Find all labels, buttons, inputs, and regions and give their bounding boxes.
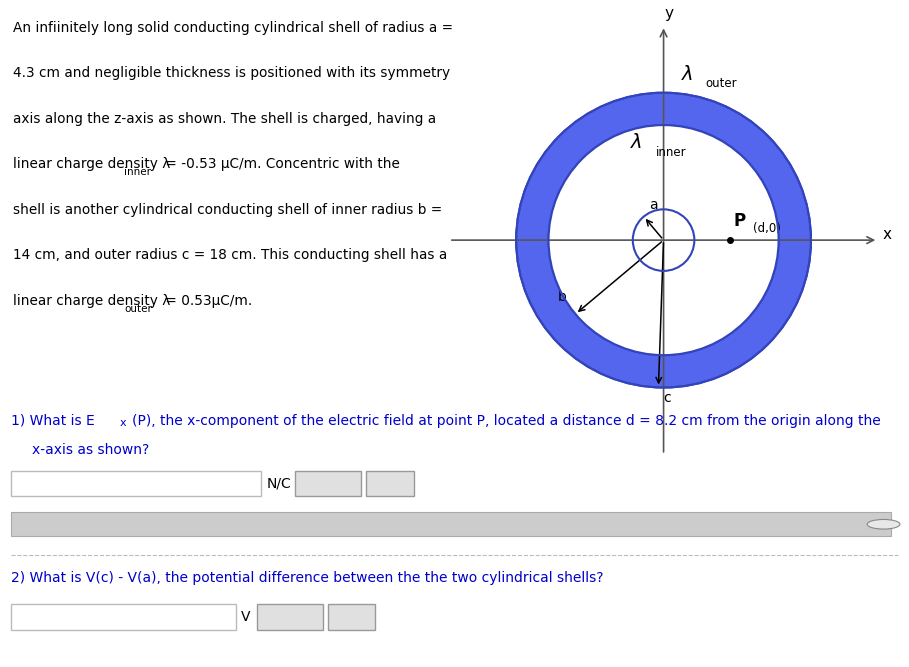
Text: +: + bbox=[878, 518, 889, 530]
Text: Submit: Submit bbox=[268, 610, 312, 624]
Text: 4.3 cm and negligible thickness is positioned with its symmetry: 4.3 cm and negligible thickness is posit… bbox=[14, 66, 451, 80]
Text: x-axis as shown?: x-axis as shown? bbox=[32, 443, 149, 457]
Text: x: x bbox=[883, 227, 891, 242]
Text: axis along the z-axis as shown. The shell is charged, having a: axis along the z-axis as shown. The shel… bbox=[14, 111, 436, 125]
Text: = -0.53 μC/m. Concentric with the: = -0.53 μC/m. Concentric with the bbox=[161, 157, 400, 171]
Text: outer: outer bbox=[125, 304, 152, 314]
Text: c: c bbox=[664, 391, 671, 405]
Text: An infiinitely long solid conducting cylindrical shell of radius a =: An infiinitely long solid conducting cyl… bbox=[14, 21, 454, 35]
Text: $\lambda$: $\lambda$ bbox=[630, 133, 642, 153]
Text: V: V bbox=[241, 610, 250, 624]
Text: $\lambda$: $\lambda$ bbox=[682, 65, 694, 83]
Text: b: b bbox=[557, 290, 566, 304]
Text: Help: Help bbox=[375, 477, 405, 490]
Circle shape bbox=[548, 125, 779, 355]
Text: inner: inner bbox=[655, 146, 686, 159]
Text: linear charge density λ: linear charge density λ bbox=[14, 293, 171, 307]
Text: outer: outer bbox=[705, 77, 737, 90]
Bar bbox=[366, 471, 414, 496]
Bar bbox=[11, 512, 891, 536]
Wedge shape bbox=[516, 93, 811, 388]
Bar bbox=[11, 471, 261, 496]
Circle shape bbox=[867, 520, 900, 529]
Text: (P), the x-component of the electric field at point P, located a distance d = 8.: (P), the x-component of the electric fie… bbox=[132, 414, 881, 428]
Bar bbox=[328, 604, 375, 630]
Bar bbox=[11, 604, 236, 630]
Text: linear charge density λ: linear charge density λ bbox=[14, 157, 171, 171]
Text: Submit: Submit bbox=[306, 477, 350, 490]
Text: inner: inner bbox=[125, 167, 151, 177]
Text: y: y bbox=[664, 7, 674, 21]
Text: = 0.53μC/m.: = 0.53μC/m. bbox=[161, 293, 252, 307]
Text: N/C: N/C bbox=[266, 476, 291, 490]
Bar bbox=[295, 471, 361, 496]
Text: 14 cm, and outer radius c = 18 cm. This conducting shell has a: 14 cm, and outer radius c = 18 cm. This … bbox=[14, 248, 448, 262]
Text: $\mathbf{P}$: $\mathbf{P}$ bbox=[734, 212, 746, 230]
Text: 1) What is E: 1) What is E bbox=[11, 414, 95, 428]
Text: a: a bbox=[649, 199, 657, 213]
Text: Help: Help bbox=[337, 610, 366, 624]
Text: shell is another cylindrical conducting shell of inner radius b =: shell is another cylindrical conducting … bbox=[14, 203, 443, 217]
Text: x: x bbox=[120, 418, 126, 428]
Text: (d,0): (d,0) bbox=[753, 222, 781, 235]
Text: 2) What is V(c) - V(a), the potential difference between the the two cylindrical: 2) What is V(c) - V(a), the potential di… bbox=[11, 571, 604, 585]
Bar bbox=[257, 604, 323, 630]
